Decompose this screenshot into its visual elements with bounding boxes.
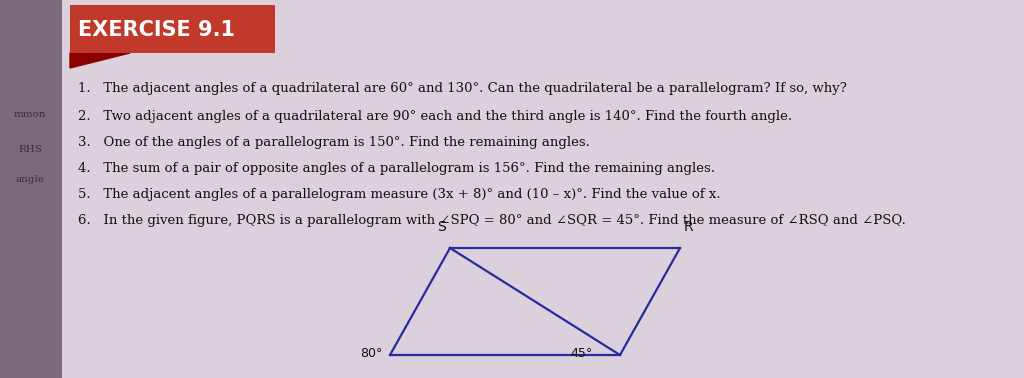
FancyBboxPatch shape [70, 5, 275, 53]
Text: 1.   The adjacent angles of a quadrilateral are 60° and 130°. Can the quadrilate: 1. The adjacent angles of a quadrilatera… [78, 82, 847, 95]
Text: S: S [437, 220, 446, 234]
Text: RHS: RHS [18, 145, 42, 154]
FancyBboxPatch shape [0, 0, 1024, 45]
FancyBboxPatch shape [60, 0, 1024, 378]
Text: angle: angle [15, 175, 44, 184]
Text: 45°: 45° [570, 347, 592, 360]
Text: 3.   One of the angles of a parallelogram is 150°. Find the remaining angles.: 3. One of the angles of a parallelogram … [78, 136, 590, 149]
FancyBboxPatch shape [0, 0, 62, 378]
Text: EXERCISE 9.1: EXERCISE 9.1 [78, 20, 234, 40]
Polygon shape [70, 53, 130, 68]
Text: 6.   In the given figure, PQRS is a parallelogram with ∠SPQ = 80° and ∠SQR = 45°: 6. In the given figure, PQRS is a parall… [78, 214, 906, 227]
Text: 4.   The sum of a pair of opposite angles of a parallelogram is 156°. Find the r: 4. The sum of a pair of opposite angles … [78, 162, 715, 175]
Text: R: R [683, 220, 693, 234]
Text: 80°: 80° [360, 347, 382, 360]
Text: 5.   The adjacent angles of a parallelogram measure (3x + 8)° and (10 – x)°. Fin: 5. The adjacent angles of a parallelogra… [78, 188, 721, 201]
Text: mmon: mmon [13, 110, 46, 119]
Text: 2.   Two adjacent angles of a quadrilateral are 90° each and the third angle is : 2. Two adjacent angles of a quadrilatera… [78, 110, 793, 123]
